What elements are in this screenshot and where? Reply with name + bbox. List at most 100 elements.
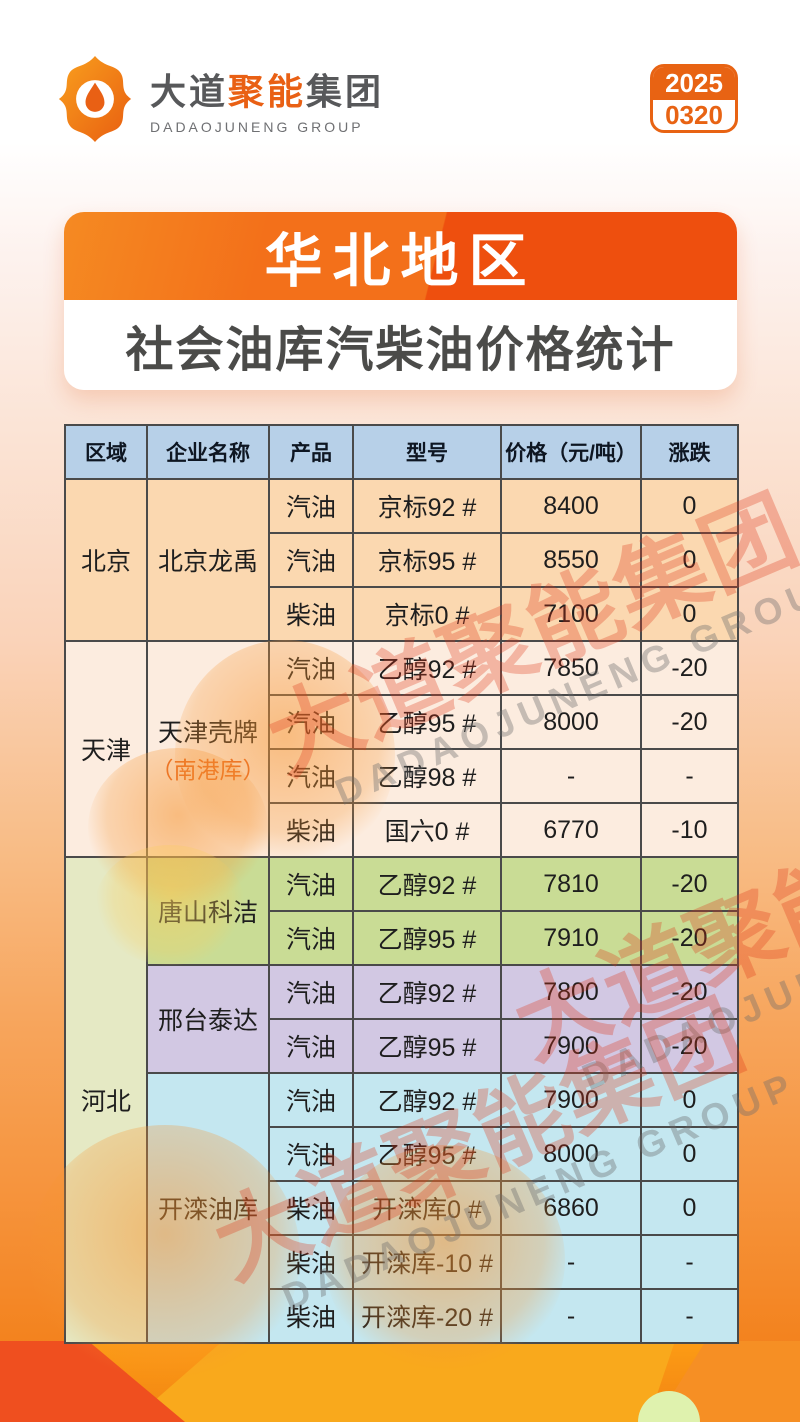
- region-banner-text: 华北地区: [264, 229, 537, 294]
- change-cell: 0: [640, 1180, 739, 1236]
- model-cell: 京标92 #: [352, 478, 502, 534]
- price-cell: 8000: [500, 694, 642, 750]
- model-cell: 乙醇92 #: [352, 1072, 502, 1128]
- region-cell-tianjin: 天津: [64, 640, 148, 858]
- price-cell: 8400: [500, 478, 642, 534]
- model-cell: 开滦库-10 #: [352, 1234, 502, 1290]
- company-cell-xingtaitaida: 邢台泰达: [146, 964, 270, 1074]
- brand-name-part3: 集团: [306, 71, 385, 112]
- price-cell: 7910: [500, 910, 642, 966]
- change-cell: -20: [640, 910, 739, 966]
- col-header-change: 涨跌: [640, 424, 739, 480]
- product-cell: 柴油: [268, 1234, 354, 1290]
- price-cell: 6860: [500, 1180, 642, 1236]
- product-cell: 柴油: [268, 802, 354, 858]
- region-banner: 华北地区: [64, 212, 737, 300]
- col-header-model: 型号: [352, 424, 502, 480]
- change-cell: 0: [640, 478, 739, 534]
- table-row: 邢台泰达 汽油 乙醇92 # 7800 -20: [65, 964, 739, 1074]
- droplet-star-logo-icon: [58, 56, 132, 142]
- product-cell: 汽油: [268, 910, 354, 966]
- product-cell: 柴油: [268, 1180, 354, 1236]
- table-row: 汽油 乙醇95 # 7900 -20: [65, 1018, 739, 1074]
- change-cell: -: [640, 748, 739, 804]
- product-cell: 汽油: [268, 856, 354, 912]
- price-cell: 7900: [500, 1018, 642, 1074]
- change-cell: 0: [640, 1126, 739, 1182]
- subtitle-banner: 社会油库汽柴油价格统计: [64, 300, 737, 390]
- col-header-region: 区域: [64, 424, 148, 480]
- col-header-company: 企业名称: [146, 424, 270, 480]
- table-row: 开滦油库 汽油 乙醇92 # 7900 0: [65, 1072, 739, 1344]
- brand-text: 大道聚能集团 DADAOJUNENG GROUP: [150, 63, 384, 135]
- change-cell: -20: [640, 856, 739, 912]
- price-cell: 7810: [500, 856, 642, 912]
- price-cell: 6770: [500, 802, 642, 858]
- company-cell-tangshankejie: 唐山科洁: [146, 856, 270, 966]
- change-cell: -20: [640, 964, 739, 1020]
- product-cell: 汽油: [268, 1126, 354, 1182]
- brand-name-part2: 聚能: [228, 71, 307, 112]
- company-subname: （南港库）: [150, 757, 266, 783]
- company-cell-kailuanyouku: 开滦油库: [146, 1072, 270, 1344]
- table-row: 河北 唐山科洁 汽油 乙醇92 # 7810 -20: [64, 856, 739, 1344]
- price-cell: 8550: [500, 532, 642, 588]
- footer-decoration: [0, 1341, 800, 1422]
- model-cell: 乙醇95 #: [352, 910, 502, 966]
- table-header-row: 区域 企业名称 产品 型号 价格（元/吨） 涨跌: [64, 424, 739, 480]
- table-row: 北京 北京龙禹 汽油 京标92 # 8400 0: [64, 478, 739, 642]
- col-header-product: 产品: [268, 424, 354, 480]
- footer-red-shape: [0, 1341, 185, 1422]
- subtitle-text: 社会油库汽柴油价格统计: [125, 324, 676, 377]
- price-cell: 7900: [500, 1072, 642, 1128]
- model-cell: 乙醇95 #: [352, 694, 502, 750]
- brand-name-part1: 大道: [150, 71, 229, 112]
- model-cell: 乙醇92 #: [352, 640, 502, 696]
- change-cell: -10: [640, 802, 739, 858]
- product-cell: 汽油: [268, 478, 354, 534]
- brand-name-cn: 大道聚能集团: [150, 63, 384, 115]
- model-cell: 乙醇95 #: [352, 1126, 502, 1182]
- price-cell: 7800: [500, 964, 642, 1020]
- model-cell: 乙醇98 #: [352, 748, 502, 804]
- model-cell: 开滦库-20 #: [352, 1288, 502, 1344]
- company-cell-tianjinshell: 天津壳牌 （南港库）: [146, 640, 270, 858]
- region-cell-beijing: 北京: [64, 478, 148, 642]
- price-cell: -: [500, 748, 642, 804]
- table-row: 汽油 京标95 # 8550 0: [65, 532, 739, 588]
- price-cell: -: [500, 1288, 642, 1344]
- product-cell: 汽油: [268, 748, 354, 804]
- price-cell: 7850: [500, 640, 642, 696]
- region-cell-hebei: 河北: [64, 856, 148, 1344]
- model-cell: 国六0 #: [352, 802, 502, 858]
- change-cell: -: [640, 1234, 739, 1290]
- product-cell: 柴油: [268, 1288, 354, 1344]
- change-cell: 0: [640, 586, 739, 642]
- title-card: 华北地区 社会油库汽柴油价格统计: [64, 212, 737, 390]
- product-cell: 汽油: [268, 964, 354, 1020]
- brand-name-en: DADAOJUNENG GROUP: [150, 119, 364, 135]
- change-cell: -20: [640, 640, 739, 696]
- change-cell: -20: [640, 694, 739, 750]
- price-table: 区域 企业名称 产品 型号 价格（元/吨） 涨跌 北京 北京龙禹 汽油 京标92…: [64, 424, 739, 1344]
- footer-amber-shape: [130, 1341, 675, 1422]
- model-cell: 京标95 #: [352, 532, 502, 588]
- change-cell: -20: [640, 1018, 739, 1074]
- company-cell-beijinglongyu: 北京龙禹: [146, 478, 270, 642]
- model-cell: 开滦库0 #: [352, 1180, 502, 1236]
- table-row: 汽油 乙醇95 # 7910 -20: [65, 910, 739, 966]
- product-cell: 汽油: [268, 1018, 354, 1074]
- product-cell: 汽油: [268, 1072, 354, 1128]
- company-name: 天津壳牌: [157, 719, 258, 747]
- model-cell: 京标0 #: [352, 586, 502, 642]
- product-cell: 汽油: [268, 694, 354, 750]
- col-header-price: 价格（元/吨）: [500, 424, 642, 480]
- change-cell: -: [640, 1288, 739, 1344]
- product-cell: 柴油: [268, 586, 354, 642]
- model-cell: 乙醇92 #: [352, 964, 502, 1020]
- price-cell: 7100: [500, 586, 642, 642]
- model-cell: 乙醇95 #: [352, 1018, 502, 1074]
- table-row: 柴油 京标0 # 7100 0: [65, 586, 739, 642]
- price-cell: -: [500, 1234, 642, 1290]
